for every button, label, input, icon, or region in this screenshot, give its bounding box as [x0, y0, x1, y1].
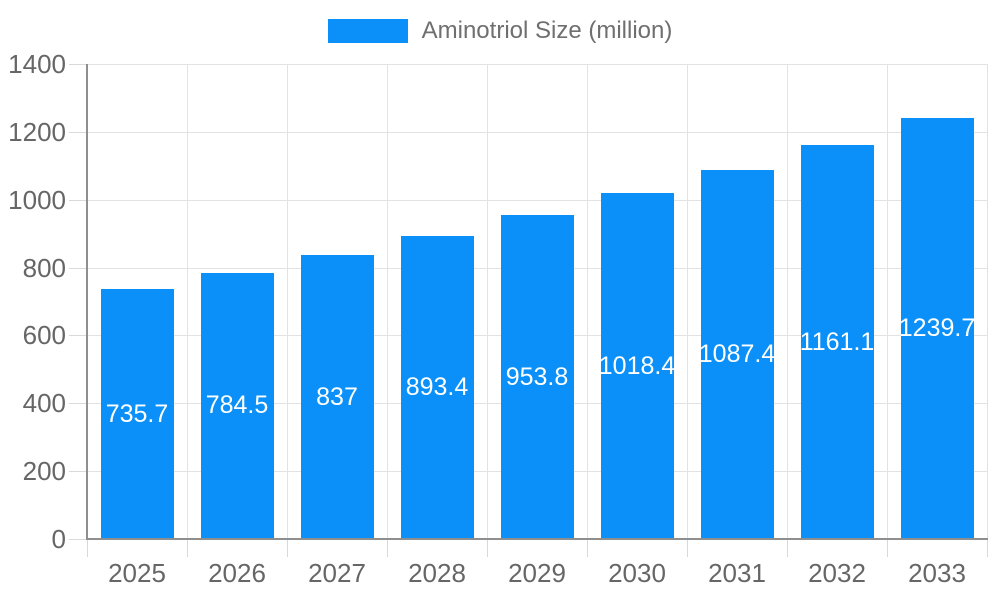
bar-2032[interactable]: 1161.1 — [799, 145, 875, 539]
bar-2029[interactable]: 953.8 — [500, 215, 574, 539]
bar-value-label: 1018.4 — [598, 351, 676, 380]
y-axis-line — [86, 64, 88, 539]
y-axis-tick — [69, 131, 87, 133]
bar-2027[interactable]: 837 — [300, 255, 374, 539]
gridline-vertical — [487, 64, 488, 539]
y-axis-tick-label: 800 — [22, 252, 66, 283]
gridline-vertical — [987, 64, 988, 539]
x-axis-tick — [287, 539, 288, 557]
gridline-horizontal — [87, 131, 987, 133]
y-axis-tick — [69, 335, 87, 337]
gridline-horizontal — [87, 64, 987, 65]
x-axis-category-label: 2031 — [708, 558, 766, 588]
x-axis-line — [86, 538, 988, 540]
x-axis-category-label: 2029 — [508, 558, 566, 588]
x-axis-category-label: 2033 — [908, 558, 966, 588]
bar-2030[interactable]: 1018.4 — [598, 193, 676, 539]
x-axis-category-label: 2027 — [308, 558, 366, 588]
y-axis-tick — [69, 403, 87, 405]
y-axis-tick — [69, 539, 87, 540]
x-axis-tick — [587, 539, 588, 557]
legend-label: Aminotriol Size (million) — [421, 17, 673, 44]
gridline-vertical — [187, 64, 188, 539]
y-axis-tick-label: 400 — [22, 388, 66, 419]
bar-value-label: 953.8 — [505, 362, 569, 391]
legend-swatch — [327, 19, 408, 43]
x-axis-tick — [687, 539, 688, 557]
x-axis-tick — [87, 539, 88, 557]
bar-2031[interactable]: 1087.4 — [698, 170, 776, 539]
x-axis-category-label: 2025 — [108, 558, 166, 588]
x-axis-category-label: 2030 — [608, 558, 666, 588]
gridline-vertical — [587, 64, 588, 539]
gridline-vertical — [287, 64, 288, 539]
y-axis-tick-label: 200 — [22, 456, 66, 487]
x-axis-tick — [487, 539, 488, 557]
y-axis-tick — [69, 199, 87, 201]
y-axis-tick-label: 600 — [22, 320, 66, 351]
gridline-vertical — [387, 64, 388, 539]
y-axis-tick-label: 1400 — [8, 49, 66, 79]
bar-value-label: 1239.7 — [898, 314, 976, 343]
bar-value-label: 837 — [316, 382, 358, 411]
y-axis-tick-label: 1000 — [8, 184, 66, 215]
bar-2028[interactable]: 893.4 — [400, 235, 474, 539]
bar-value-label: 735.7 — [105, 399, 169, 428]
x-axis-category-label: 2026 — [208, 558, 266, 588]
x-axis-tick — [987, 539, 988, 557]
y-axis-tick-label: 1200 — [8, 116, 66, 147]
y-axis-tick — [69, 267, 87, 269]
x-axis-tick — [387, 539, 388, 557]
bar-value-label: 1161.1 — [799, 327, 875, 356]
y-axis-tick — [69, 471, 87, 473]
gridline-vertical — [687, 64, 688, 539]
bar-value-label: 893.4 — [405, 372, 469, 401]
bar-value-label: 784.5 — [205, 391, 269, 420]
gridline-vertical — [887, 64, 888, 539]
y-axis-tick — [69, 64, 87, 65]
x-axis-category-label: 2028 — [408, 558, 466, 588]
x-axis-category-label: 2032 — [808, 558, 866, 588]
x-axis-tick — [787, 539, 788, 557]
bar-2033[interactable]: 1239.7 — [898, 118, 976, 539]
gridline-horizontal — [87, 199, 987, 201]
gridline-vertical — [787, 64, 788, 539]
x-axis-tick — [887, 539, 888, 557]
legend[interactable]: Aminotriol Size (million) — [0, 17, 1000, 45]
y-axis-tick-label: 0 — [51, 524, 66, 554]
bar-2026[interactable]: 784.5 — [200, 272, 274, 539]
bar-value-label: 1087.4 — [698, 340, 776, 369]
x-axis-tick — [187, 539, 188, 557]
bar-2025[interactable]: 735.7 — [100, 289, 174, 539]
